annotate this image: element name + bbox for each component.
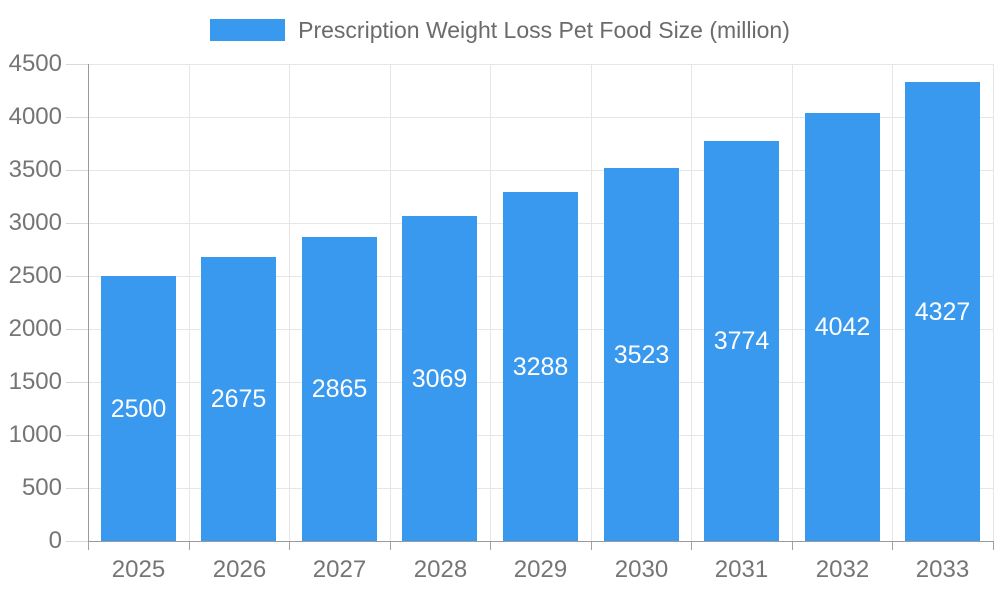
y-axis-tick: [66, 64, 88, 65]
bar-value-label: 2865: [311, 375, 368, 403]
y-axis-tick-label: 4000: [8, 103, 62, 130]
x-axis-tick: [591, 541, 592, 550]
x-axis-tick: [691, 541, 692, 550]
bar[interactable]: 2500: [101, 276, 176, 541]
y-axis-tick-label: 4500: [8, 50, 62, 77]
y-gridline: [88, 64, 993, 65]
x-axis-tick-label: 2031: [714, 556, 769, 583]
x-gridline: [792, 64, 793, 541]
bar[interactable]: 3069: [402, 216, 477, 541]
bar[interactable]: 2675: [201, 257, 276, 541]
x-axis-tick: [892, 541, 893, 550]
bar-value-label: 3069: [411, 364, 468, 393]
y-gridline: [88, 170, 993, 171]
x-axis-tick-label: 2030: [614, 556, 669, 583]
y-axis-tick-label: 500: [21, 474, 62, 501]
x-gridline: [591, 64, 592, 541]
x-axis-tick-label: 2025: [111, 556, 166, 583]
x-axis-tick-label: 2028: [413, 556, 468, 583]
x-axis-tick-label: 2026: [212, 556, 267, 583]
x-gridline: [189, 64, 190, 541]
x-axis-tick: [390, 541, 391, 550]
y-axis-tick: [66, 117, 88, 118]
bar[interactable]: 3523: [604, 168, 679, 541]
y-axis-tick: [66, 223, 88, 224]
x-gridline: [892, 64, 893, 541]
bar[interactable]: 3288: [503, 192, 578, 541]
y-axis-tick: [66, 329, 88, 330]
bar-value-label: 3774: [713, 327, 770, 355]
y-axis-line: [88, 64, 89, 542]
x-gridline: [390, 64, 391, 541]
y-axis-tick: [66, 276, 88, 277]
bar[interactable]: 4042: [805, 113, 880, 541]
y-axis-tick: [66, 488, 88, 489]
y-axis-tick: [66, 435, 88, 436]
legend-swatch: [210, 19, 286, 41]
x-gridline: [691, 64, 692, 541]
bar-value-label: 2675: [210, 385, 267, 413]
x-axis-line: [88, 541, 994, 542]
x-gridline: [993, 64, 994, 541]
bar[interactable]: 2865: [302, 237, 377, 541]
x-axis-tick: [490, 541, 491, 550]
bar[interactable]: 3774: [704, 141, 779, 541]
legend-label: Prescription Weight Loss Pet Food Size (…: [298, 17, 790, 43]
bar-value-label: 3288: [512, 352, 569, 381]
x-axis-tick-label: 2032: [815, 556, 870, 583]
x-gridline: [490, 64, 491, 541]
x-axis-tick-label: 2033: [915, 556, 970, 583]
x-axis-tick-label: 2029: [513, 556, 568, 583]
y-gridline: [88, 117, 993, 118]
x-axis-tick: [189, 541, 190, 550]
x-gridline: [289, 64, 290, 541]
bar[interactable]: 4327: [905, 82, 980, 541]
y-axis-tick-label: 3000: [8, 209, 62, 236]
y-axis-tick: [66, 382, 88, 383]
x-axis-tick: [993, 541, 994, 550]
y-axis-tick-label: 2500: [8, 262, 62, 289]
bar-value-label: 3523: [613, 340, 670, 369]
y-axis-tick-label: 0: [48, 527, 62, 554]
chart-legend[interactable]: Prescription Weight Loss Pet Food Size (…: [0, 17, 1000, 43]
bar-value-label: 2500: [110, 394, 167, 423]
x-axis-tick: [88, 541, 89, 550]
y-axis-tick-label: 3500: [8, 156, 62, 183]
x-axis-tick-label: 2027: [312, 556, 367, 583]
x-axis-tick: [792, 541, 793, 550]
y-axis-tick-label: 1000: [8, 421, 62, 448]
bar-value-label: 4327: [914, 297, 971, 326]
x-axis-tick: [289, 541, 290, 550]
y-axis-tick-label: 2000: [8, 315, 62, 342]
y-axis-tick: [66, 170, 88, 171]
bar-value-label: 4042: [814, 313, 871, 341]
y-axis-tick-label: 1500: [8, 368, 62, 395]
y-axis-tick: [66, 541, 88, 542]
